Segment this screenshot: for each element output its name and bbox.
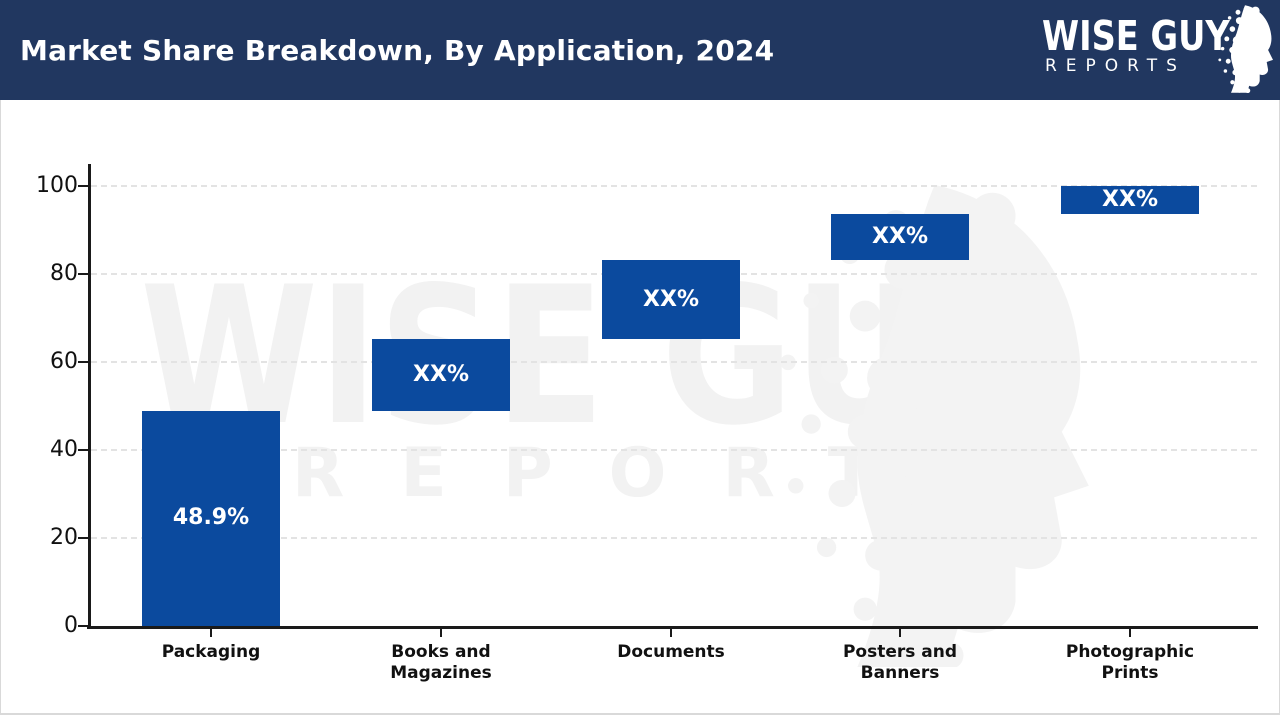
gridline-20 [91,537,1257,539]
x-axis-category-label: Books and Magazines [390,642,492,683]
y-axis-tick [78,185,88,187]
bar-value-label: XX% [1102,187,1158,213]
gridline-40 [91,449,1257,451]
x-axis-tick [670,628,672,637]
x-axis-category-label: Packaging [161,642,261,662]
y-axis-tick [78,361,88,363]
bar-segment: XX% [372,339,510,411]
y-axis-tick-label: 80 [50,261,78,286]
chart-title: Market Share Breakdown, By Application, … [20,33,775,67]
y-axis-tick-label: 100 [36,173,78,198]
x-axis-tick [210,628,212,637]
y-axis-tick-label: 40 [50,437,78,462]
y-axis-tick-label: 20 [50,525,78,550]
header-bar: Market Share Breakdown, By Application, … [0,0,1280,100]
x-axis-tick [1129,628,1131,637]
y-axis-tick-label: 0 [64,613,78,638]
x-axis-category-label: Posters and Banners [842,642,958,683]
gridline-100 [91,185,1257,187]
dotted-head-icon [1217,5,1273,93]
bottom-border-line [0,713,1280,715]
y-axis-tick [78,537,88,539]
wiseguy-logo: WISE GUY REPORTS [1030,0,1280,100]
x-axis-tick [899,628,901,637]
gridline-60 [91,361,1257,363]
logo-reports-text: REPORTS [1045,56,1186,76]
logo-wordmark: WISE GUY [1042,12,1230,60]
bar-segment: XX% [831,214,969,260]
x-axis-tick [440,628,442,637]
y-axis-tick [78,625,88,627]
x-axis-spine [87,626,1258,629]
bar-value-label: XX% [643,286,699,312]
y-axis-tick [78,273,88,275]
y-axis-tick-label: 60 [50,349,78,374]
bar-segment: XX% [1061,186,1199,215]
y-axis-tick [78,449,88,451]
x-axis-category-label: Documents [617,642,725,662]
bar-segment: XX% [602,259,740,340]
bar-value-label: 48.9% [172,505,250,531]
y-axis-spine [88,164,91,628]
x-axis-category-label: Photographic Prints [1065,642,1195,683]
bar-segment: 48.9% [142,410,280,626]
bar-value-label: XX% [413,361,469,387]
left-border-line [0,100,1,715]
bar-value-label: XX% [872,224,928,250]
